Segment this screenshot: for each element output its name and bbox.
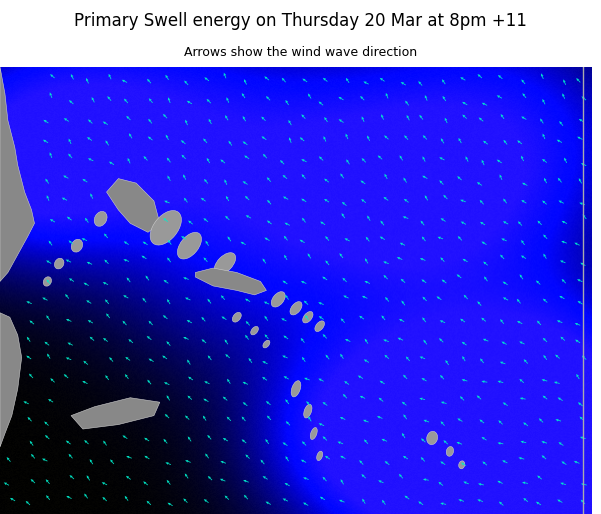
Ellipse shape <box>315 321 325 332</box>
Polygon shape <box>0 67 34 282</box>
Ellipse shape <box>290 302 302 315</box>
Ellipse shape <box>94 211 107 226</box>
Ellipse shape <box>150 211 182 245</box>
Polygon shape <box>106 179 160 232</box>
Ellipse shape <box>317 451 323 461</box>
Text: Primary Swell energy on Thursday 20 Mar at 8pm +11: Primary Swell energy on Thursday 20 Mar … <box>74 12 527 30</box>
Ellipse shape <box>304 405 312 418</box>
Ellipse shape <box>251 326 258 335</box>
Ellipse shape <box>427 431 438 445</box>
Ellipse shape <box>214 253 236 274</box>
Ellipse shape <box>263 340 270 348</box>
Ellipse shape <box>72 240 82 252</box>
Ellipse shape <box>55 258 64 269</box>
Ellipse shape <box>447 447 454 456</box>
Ellipse shape <box>233 313 241 322</box>
Ellipse shape <box>291 381 301 397</box>
Ellipse shape <box>303 311 313 323</box>
Ellipse shape <box>459 461 465 469</box>
Polygon shape <box>195 268 266 295</box>
Text: Arrows show the wind wave direction: Arrows show the wind wave direction <box>184 46 417 59</box>
Ellipse shape <box>271 291 285 307</box>
Polygon shape <box>71 398 160 429</box>
Polygon shape <box>0 313 22 447</box>
Ellipse shape <box>43 277 52 286</box>
Ellipse shape <box>177 232 201 259</box>
Ellipse shape <box>310 428 317 439</box>
